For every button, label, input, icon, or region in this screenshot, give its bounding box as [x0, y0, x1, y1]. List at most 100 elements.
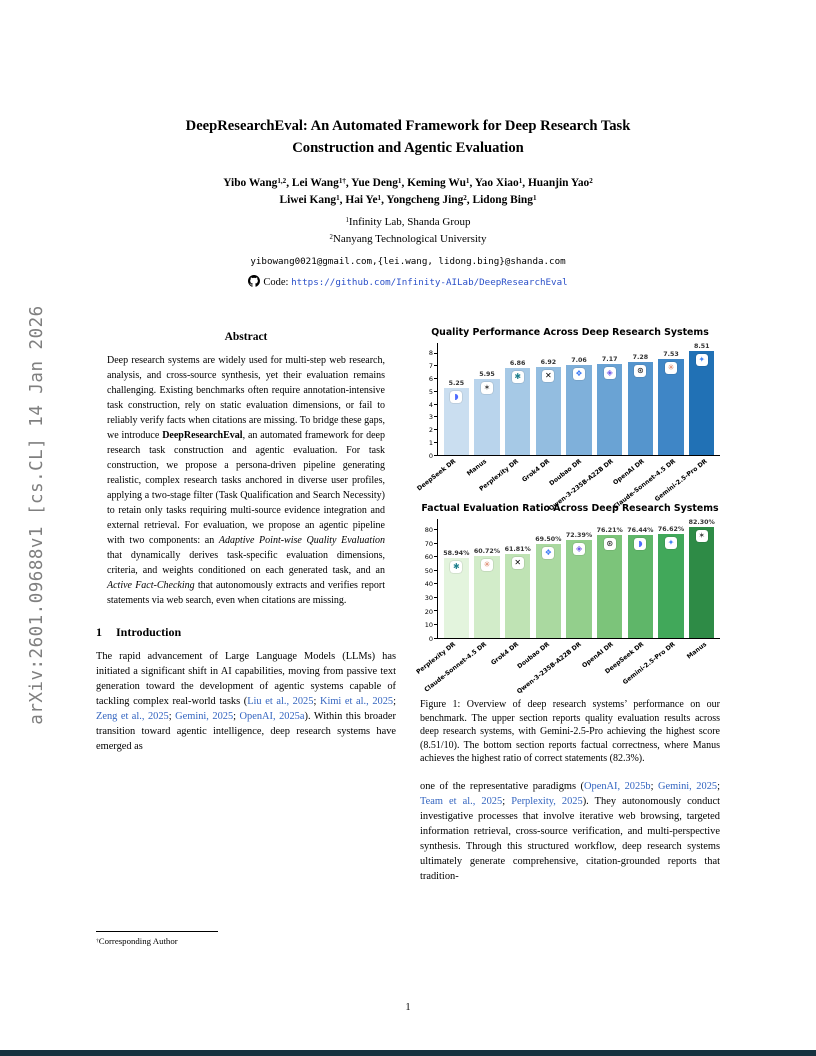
citation-link[interactable]: Gemini, 2025 [175, 711, 234, 723]
y-tick-label: 5 [428, 387, 433, 396]
bar-openai: ⊛ [597, 534, 623, 638]
footnote-text: †Corresponding Author [96, 936, 396, 946]
y-tick-mark [434, 569, 438, 571]
bar-value-label: 5.25 [448, 380, 465, 388]
bar-slot: 61.81% ✕ [502, 519, 533, 638]
text-segment: ; [168, 711, 176, 723]
text-segment: ; [313, 696, 320, 708]
y-tick-label: 3 [428, 413, 433, 422]
y-axis: 0 1 2 3 4 5 6 7 8 [420, 343, 437, 460]
text-segment: 1 [518, 176, 523, 185]
plot-area: 5.25 ◗ 5.95 ✶ 6.86 ✱ 6.92 ✕ 7.06 ❖ 7.17 ◈ 7.28 ⊛ 7.53 ✳… [434, 343, 720, 456]
continuation-paragraph: one of the representative paradigms (Ope… [420, 779, 720, 885]
text-segment: Yongcheng Jing [386, 194, 464, 207]
citation-link[interactable]: OpenAI, 2025a [239, 711, 305, 723]
text-segment: Corresponding Author [98, 936, 178, 946]
chart-factual: Factual Evaluation Ratio Across Deep Res… [415, 503, 720, 695]
y-tick-mark [434, 416, 438, 418]
bar-openai: ⊛ [627, 362, 653, 455]
right-column: Quality Performance Across Deep Research… [415, 327, 720, 885]
citation-link[interactable]: Liu et al., 2025 [247, 696, 314, 708]
bar-slot: 6.86 ✱ [502, 343, 533, 455]
bar-slot: 5.25 ◗ [441, 343, 472, 455]
text-segment: , an automated framework for deep resear… [107, 430, 385, 546]
plot-area: 58.94% ✱ 60.72% ✳ 61.81% ✕ 69.50% ❖ 72.39% ◈ 76.21… [434, 519, 720, 639]
x-axis-labels: DeepSeek DR Manus Perplexity DR Grok4 DR Dou… [416, 456, 720, 512]
section-title: Introduction [116, 625, 182, 639]
bar-doubao: ❖ [566, 365, 592, 455]
y-tick-mark [434, 637, 438, 639]
section-heading: 1 Introduction [96, 625, 396, 640]
text-segment: , [345, 176, 352, 189]
y-tick-mark [434, 378, 438, 380]
authors-block: Yibo Wang1,2, Lei Wang1†, Yue Deng1, Kem… [96, 175, 720, 210]
text-segment: 2 [463, 194, 467, 203]
bars: 58.94% ✱ 60.72% ✳ 61.81% ✕ 69.50% ❖ 72.39% ◈ 76.21… [438, 519, 720, 638]
arxiv-stamp-text: arXiv:2601.09688v1 [cs.CL] 14 Jan 2026 [27, 305, 47, 725]
text-segment: 1 [465, 176, 470, 185]
citation-link[interactable]: Perplexity, 2025 [511, 796, 583, 808]
bar-value-label: 60.72% [473, 547, 501, 555]
bar-perplexity: ✱ [505, 367, 531, 455]
grok-icon: ✕ [511, 557, 524, 570]
bar-value-label: 76.62% [657, 526, 685, 534]
y-tick-label: 30 [424, 594, 433, 603]
bar-slot: 69.50% ❖ [533, 519, 564, 638]
text-segment: 1 [336, 194, 340, 203]
deepseek-icon: ◗ [450, 391, 463, 404]
bar-slot: 76.44% ◗ [625, 519, 656, 638]
y-tick-label: 20 [424, 607, 433, 616]
text-segment: , [381, 194, 387, 207]
text-segment: Adaptive Point-wise Quality Evaluation [218, 535, 385, 546]
deepseek-icon: ◗ [634, 537, 647, 550]
bar-value-label: 7.28 [632, 354, 649, 362]
y-tick-mark [434, 556, 438, 558]
citation-link[interactable]: Zeng et al., 2025 [96, 711, 169, 723]
y-tick-mark [434, 429, 438, 431]
y-tick-label: 0 [428, 635, 433, 643]
bar-claude: ✳ [474, 555, 500, 638]
text-segment: Yao Xiao [474, 176, 519, 189]
bar-grok: ✕ [505, 554, 531, 638]
bar-perplexity: ✱ [443, 558, 469, 638]
author-line-1: Yibo Wang1,2, Lei Wang1†, Yue Deng1, Kem… [96, 175, 720, 193]
y-tick-label: 0 [428, 452, 433, 460]
claude-icon: ✳ [481, 558, 493, 571]
x-tick-label: Qwen-3-235B-A22B DR [515, 641, 583, 696]
bar-value-label: 72.39% [565, 532, 593, 540]
text-segment: ; [650, 780, 659, 792]
y-tick-label: 60 [424, 553, 433, 562]
affiliation-1: 1Infinity Lab, Shanda Group [96, 214, 720, 231]
viewer-edge [0, 1050, 816, 1056]
code-link[interactable]: https://github.com/Infinity-AILab/DeepRe… [291, 277, 568, 289]
y-tick-label: 10 [424, 621, 433, 630]
manus-icon: ✶ [695, 530, 708, 542]
citation-link[interactable]: Kimi et al., 2025 [319, 696, 394, 708]
text-segment: Hai Ye [345, 194, 378, 207]
bar-slot: 7.28 ⊛ [625, 343, 656, 455]
claude-icon: ✳ [665, 362, 678, 375]
y-tick-mark [434, 583, 438, 585]
text-segment: , [401, 176, 408, 189]
text-segment: Lidong Bing [472, 194, 533, 207]
y-tick-label: 40 [424, 580, 433, 589]
y-tick-label: 2 [428, 426, 433, 435]
citation-link[interactable]: Team et al., 2025 [420, 796, 503, 808]
paper-header: DeepResearchEval: An Automated Framework… [96, 116, 720, 288]
y-tick-label: 7 [428, 362, 433, 371]
introduction-paragraph: The rapid advancement of Large Language … [96, 649, 396, 755]
text-segment: Infinity Lab, Shanda Group [348, 216, 471, 229]
y-tick-label: 50 [424, 566, 433, 575]
citation-link[interactable]: Gemini, 2025 [658, 780, 718, 792]
text-segment: Nanyang Technological University [332, 232, 487, 245]
bar-value-label: 8.51 [693, 343, 710, 350]
bar-slot: 76.21% ⊛ [594, 519, 625, 638]
abstract-heading: Abstract [224, 331, 268, 343]
bar-deepseek: ◗ [627, 534, 653, 638]
y-tick-mark [434, 441, 438, 443]
y-tick-mark [434, 529, 438, 531]
bar-value-label: 82.30% [688, 519, 715, 526]
bar-value-label: 6.86 [509, 359, 526, 367]
citation-link[interactable]: OpenAI, 2025b [584, 780, 651, 792]
figure-caption: Figure 1: Overview of deep research syst… [420, 699, 720, 765]
